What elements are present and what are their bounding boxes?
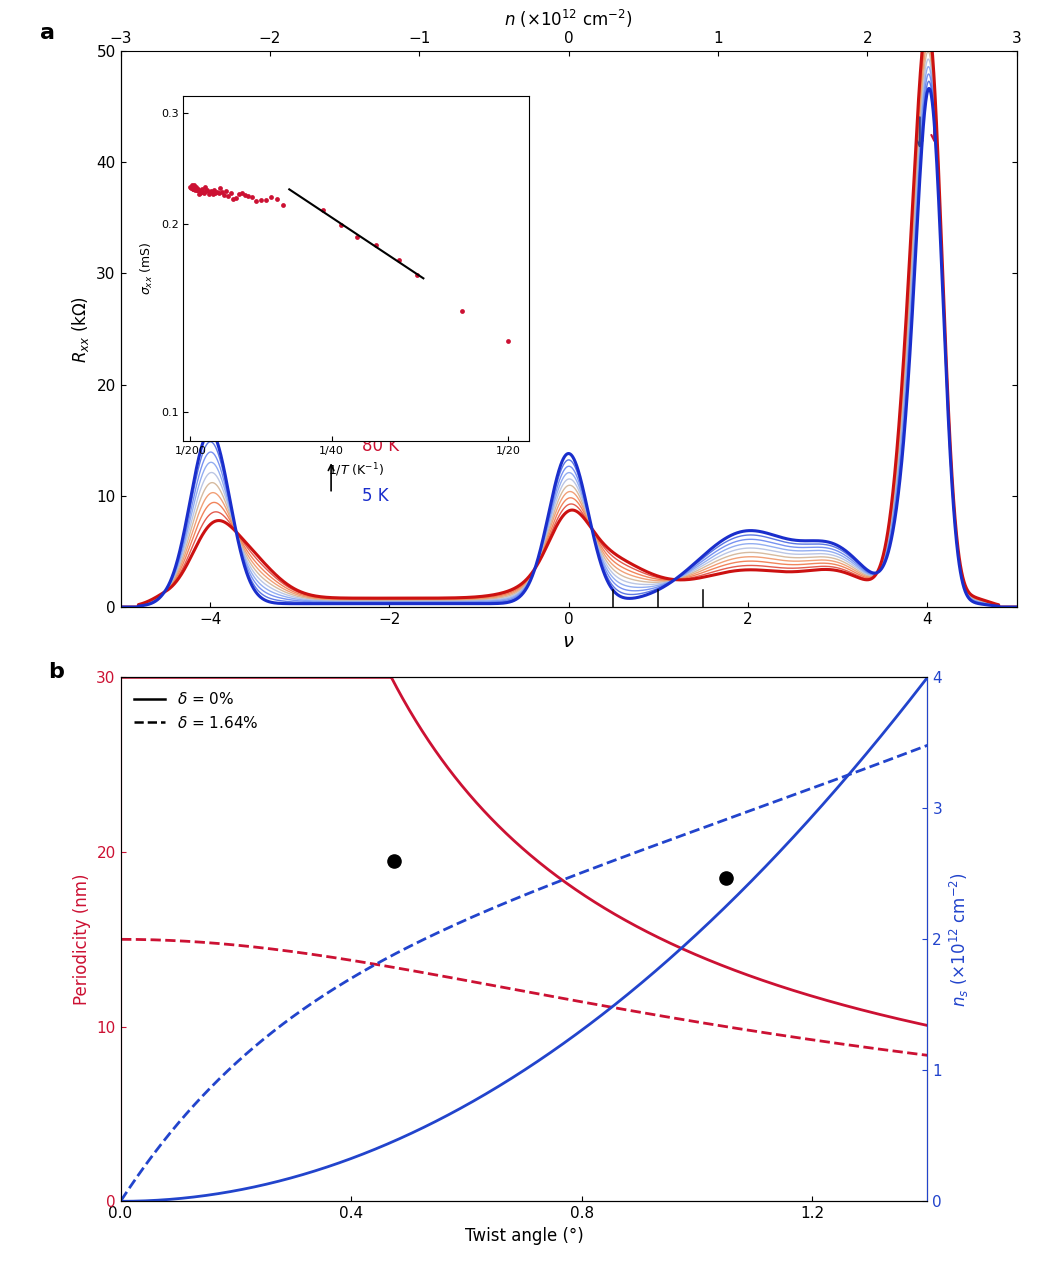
Point [198,180,215,201]
Point [332,215,349,235]
Point [189,180,205,201]
Point [257,189,274,210]
Point [187,180,203,201]
Point [192,180,209,201]
Point [718,868,735,888]
Point [386,851,402,872]
Point [189,180,205,201]
Point [218,180,235,201]
Point [348,226,365,247]
Point [196,183,213,203]
Point [205,180,222,201]
Point [193,181,210,202]
Point [368,235,385,256]
Point [248,190,265,211]
Point [203,180,220,201]
Point [211,183,227,203]
Point [222,183,239,203]
Point [209,183,225,203]
Legend: $\delta$ = 0%, $\delta$ = 1.64%: $\delta$ = 0%, $\delta$ = 1.64% [128,685,265,737]
X-axis label: $\nu$: $\nu$ [563,633,574,652]
Text: 80 K: 80 K [363,437,399,455]
Point [192,183,209,203]
Point [187,176,203,197]
Y-axis label: $n_s$ ($\times$10$^{12}$ cm$^{-2}$): $n_s$ ($\times$10$^{12}$ cm$^{-2}$) [947,872,970,1007]
Point [182,176,199,197]
Point [197,176,214,197]
Point [190,179,206,199]
Point [188,178,204,198]
Point [208,183,224,203]
Point [454,300,471,321]
Point [227,188,244,208]
Point [194,179,211,199]
Point [199,180,216,201]
Y-axis label: Periodicity (nm): Periodicity (nm) [72,874,91,1005]
Point [234,183,250,203]
Y-axis label: $R_{xx}$ (k$\Omega$): $R_{xx}$ (k$\Omega$) [70,295,91,363]
Text: b: b [48,662,64,681]
X-axis label: $n$ ($\times$10$^{12}$ cm$^{-2}$): $n$ ($\times$10$^{12}$ cm$^{-2}$) [504,8,633,29]
Point [195,181,212,202]
Point [314,201,331,221]
Point [201,181,218,202]
X-axis label: $1/T$ (K$^{-1}$): $1/T$ (K$^{-1}$) [328,461,385,479]
Point [212,178,228,198]
Point [224,188,241,208]
Point [191,184,208,204]
Point [263,187,280,207]
Point [184,179,201,199]
Point [408,265,424,285]
Point [244,187,261,207]
Text: a: a [40,23,54,43]
Point [183,176,200,197]
Text: 5 K: 5 K [363,487,389,505]
Point [216,185,233,206]
Point [231,184,247,204]
Point [390,250,407,271]
Point [240,187,257,207]
Point [268,189,285,210]
Point [214,183,231,203]
Point [276,196,292,216]
Point [204,184,221,204]
Point [237,185,254,206]
Point [220,187,237,207]
Point [200,184,217,204]
Point [185,175,202,196]
Point [183,174,200,194]
Y-axis label: $\sigma_{xx}$ (mS): $\sigma_{xx}$ (mS) [139,242,155,295]
X-axis label: Twist angle (°): Twist angle (°) [464,1227,584,1245]
Point [184,179,201,199]
Point [182,178,199,198]
Point [253,189,269,210]
Point [500,331,517,351]
